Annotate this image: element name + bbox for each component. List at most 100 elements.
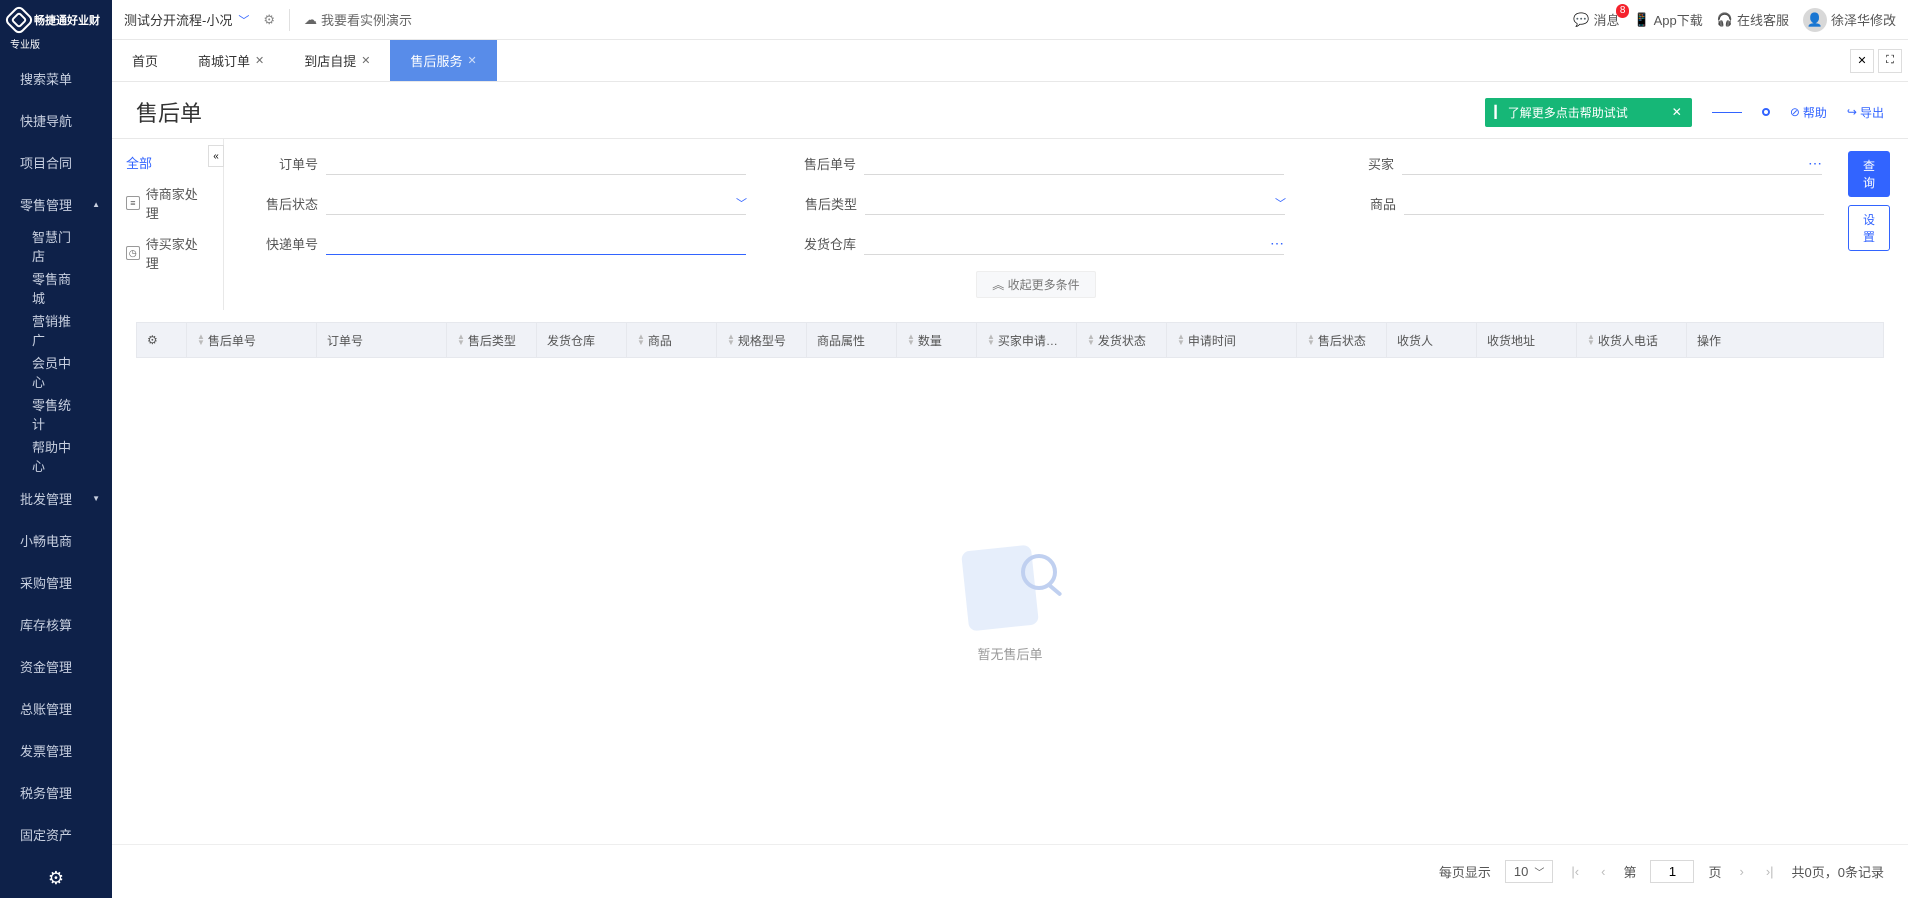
column-header[interactable]: 操作	[1687, 323, 1787, 357]
column-header[interactable]: ▲▼商品	[627, 323, 717, 357]
chevron-down-icon: ﹀	[1534, 864, 1544, 879]
column-header[interactable]: ▲▼售后状态	[1297, 323, 1387, 357]
kf-label: 在线客服	[1737, 10, 1789, 29]
status-filter[interactable]: ≡待商家处理	[112, 178, 223, 228]
column-header[interactable]: ▲▼发货状态	[1077, 323, 1167, 357]
export-button[interactable]: ↪ 导出	[1847, 104, 1884, 121]
tab[interactable]: 到店自提✕	[284, 40, 390, 81]
next-page-button[interactable]: ›	[1735, 864, 1747, 879]
demo-link[interactable]: ☁ 我要看实例演示	[304, 10, 412, 29]
column-header[interactable]: ▲▼买家申请…	[977, 323, 1077, 357]
close-icon[interactable]: ✕	[468, 54, 477, 67]
input-order-no[interactable]	[326, 151, 746, 175]
column-header[interactable]: 订单号	[317, 323, 447, 357]
sidebar-sub-item[interactable]: 营销推广	[0, 309, 112, 351]
select-after-type[interactable]	[865, 191, 1285, 215]
help-button[interactable]: ⊘ 帮助	[1790, 104, 1827, 121]
page-input[interactable]	[1650, 860, 1694, 883]
sidebar-sub-item[interactable]: 会员中心	[0, 351, 112, 393]
status-filter-pane: « 全部≡待商家处理◷待买家处理	[112, 139, 224, 310]
more-icon[interactable]: ⋯	[1270, 235, 1284, 252]
empty-illustration	[955, 540, 1065, 630]
sort-icon: ▲▼	[1587, 334, 1595, 346]
flow-selector[interactable]: 测试分开流程-小况 ﹀	[124, 10, 249, 29]
sidebar-item[interactable]: 采购管理	[0, 561, 112, 603]
input-ship-wh[interactable]	[864, 231, 1284, 255]
column-header[interactable]: 收货地址	[1477, 323, 1577, 357]
sidebar-item[interactable]: 资金管理	[0, 645, 112, 687]
sidebar-item[interactable]: 小畅电商	[0, 519, 112, 561]
sidebar-item[interactable]: 库存核算	[0, 603, 112, 645]
tab[interactable]: 商城订单✕	[178, 40, 284, 81]
search-button[interactable]: 查询	[1848, 151, 1890, 197]
label-buyer: 买家	[1324, 154, 1394, 173]
tab-expand[interactable]: ⛶	[1878, 49, 1902, 73]
sidebar-item[interactable]: 批发管理	[0, 477, 112, 519]
brand-edition: 专业版	[0, 36, 112, 51]
flow-label: 测试分开流程-小况	[124, 10, 232, 29]
column-header[interactable]: 商品属性	[807, 323, 897, 357]
status-filter[interactable]: 全部	[112, 147, 223, 178]
download-button[interactable]: 📱 App下载	[1633, 10, 1702, 29]
status-filter[interactable]: ◷待买家处理	[112, 228, 223, 278]
sidebar-sub-item[interactable]: 智慧门店	[0, 225, 112, 267]
sort-icon: ▲▼	[197, 334, 205, 346]
select-after-status[interactable]	[326, 191, 746, 215]
collapse-filters[interactable]: ︽ 收起更多条件	[976, 271, 1096, 298]
last-page-button[interactable]: ›|	[1762, 864, 1778, 879]
label-express-no: 快递单号	[248, 234, 318, 253]
empty-text: 暂无售后单	[977, 644, 1042, 663]
tab-close-all[interactable]: ✕	[1850, 49, 1874, 73]
column-header[interactable]: 发货仓库	[537, 323, 627, 357]
sidebar-item[interactable]: 发票管理	[0, 729, 112, 771]
user-menu[interactable]: 👤 徐泽华修改	[1803, 8, 1896, 32]
more-icon[interactable]: ⋯	[1808, 155, 1822, 172]
input-after-no[interactable]	[864, 151, 1284, 175]
column-header[interactable]: ▲▼收货人电话	[1577, 323, 1687, 357]
sidebar-item[interactable]: 快捷导航	[0, 99, 112, 141]
sidebar-item[interactable]: 税务管理	[0, 771, 112, 813]
clock-icon: ◷	[126, 246, 140, 260]
column-header[interactable]: ▲▼申请时间	[1167, 323, 1297, 357]
support-button[interactable]: 🎧 在线客服	[1717, 10, 1789, 29]
help-tip[interactable]: ▎ 了解更多点击帮助试试 ✕	[1485, 98, 1692, 127]
sidebar-sub-item[interactable]: 零售统计	[0, 393, 112, 435]
sidebar-sub-item[interactable]: 帮助中心	[0, 435, 112, 477]
label-goods: 商品	[1326, 194, 1396, 213]
sidebar-item[interactable]: 总账管理	[0, 687, 112, 729]
column-header[interactable]: 收货人	[1387, 323, 1477, 357]
export-icon: ↪	[1847, 105, 1857, 119]
sidebar-item[interactable]: 固定资产	[0, 813, 112, 855]
settings-icon[interactable]: ⚙	[0, 858, 112, 898]
column-header[interactable]: ▲▼数量	[897, 323, 977, 357]
column-header[interactable]: ▲▼售后单号	[187, 323, 317, 357]
column-header[interactable]: ▲▼售后类型	[447, 323, 537, 357]
tab[interactable]: 首页	[112, 40, 178, 81]
sidebar-item[interactable]: 项目合同	[0, 141, 112, 183]
column-header[interactable]: ⚙	[137, 323, 187, 357]
tab[interactable]: 售后服务✕	[390, 40, 496, 81]
sidebar-sub-item[interactable]: 零售商城	[0, 267, 112, 309]
column-header[interactable]: ▲▼规格型号	[717, 323, 807, 357]
help-label: 帮助	[1803, 104, 1827, 121]
prev-page-button[interactable]: ‹	[1597, 864, 1609, 879]
setting-button[interactable]: 设置	[1848, 205, 1890, 251]
sidebar-item[interactable]: 搜索菜单	[0, 57, 112, 99]
sidebar-item[interactable]: 工资	[0, 855, 112, 858]
page-size-select[interactable]: 10 ﹀	[1505, 860, 1553, 883]
gear-icon[interactable]: ⚙	[147, 333, 158, 347]
close-icon[interactable]: ✕	[255, 54, 264, 67]
sidebar-item[interactable]: 零售管理	[0, 183, 112, 225]
input-buyer[interactable]	[1402, 151, 1822, 175]
flow-settings-icon[interactable]: ⚙	[263, 12, 275, 28]
close-icon[interactable]: ✕	[1672, 105, 1682, 119]
input-express-no[interactable]	[326, 231, 746, 255]
msg-button[interactable]: 💬 消息 8	[1573, 10, 1619, 29]
table-header: ⚙▲▼售后单号订单号▲▼售后类型发货仓库▲▼商品▲▼规格型号商品属性▲▼数量▲▼…	[136, 322, 1884, 358]
first-page-button[interactable]: |‹	[1567, 864, 1583, 879]
collapse-pane-icon[interactable]: «	[208, 145, 224, 167]
input-goods[interactable]	[1404, 191, 1824, 215]
chat-icon: 💬	[1573, 12, 1589, 28]
page-header: 售后单 ▎ 了解更多点击帮助试试 ✕ ⊘ 帮助 ↪ 导出	[112, 82, 1908, 138]
close-icon[interactable]: ✕	[361, 54, 370, 67]
